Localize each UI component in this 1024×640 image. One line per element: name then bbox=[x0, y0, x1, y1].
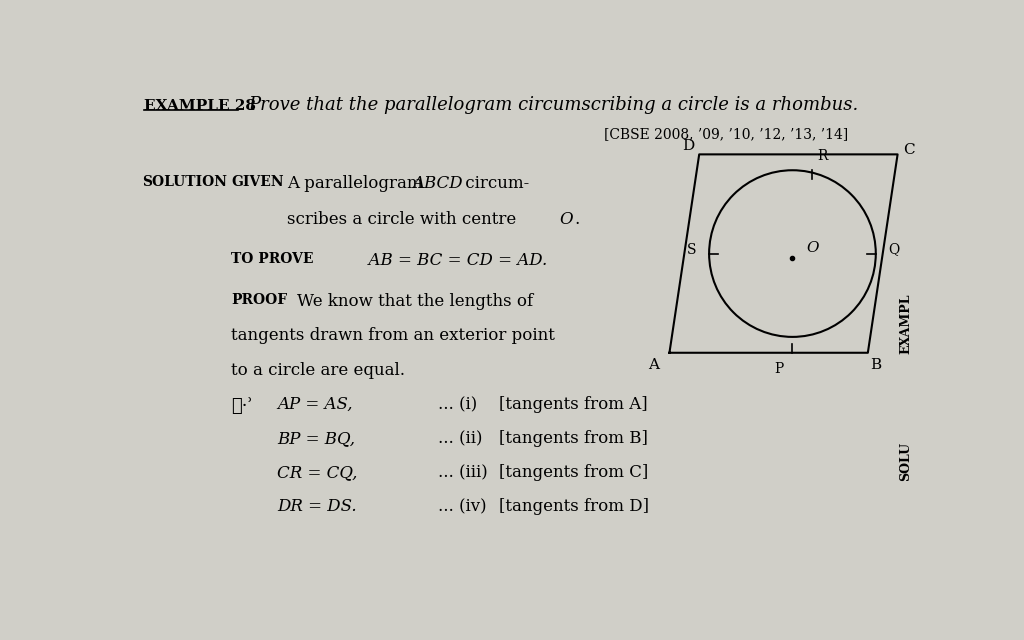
Text: AP = AS,: AP = AS, bbox=[278, 396, 352, 413]
Text: SOLU: SOLU bbox=[899, 442, 912, 481]
Text: PROOF: PROOF bbox=[231, 292, 288, 307]
Text: .: . bbox=[574, 211, 580, 228]
Text: We know that the lengths of: We know that the lengths of bbox=[297, 292, 534, 310]
Text: ... (i): ... (i) bbox=[437, 396, 477, 413]
Text: ... (iii): ... (iii) bbox=[437, 464, 487, 481]
Text: ∴·ʾ: ∴·ʾ bbox=[231, 397, 253, 415]
Text: AB = BC = CD = AD.: AB = BC = CD = AD. bbox=[358, 252, 548, 269]
Text: [tangents from C]: [tangents from C] bbox=[500, 464, 648, 481]
Text: P: P bbox=[774, 362, 783, 376]
Text: EXAMPLE 28: EXAMPLE 28 bbox=[143, 99, 256, 113]
Text: SOLUTION: SOLUTION bbox=[142, 175, 227, 189]
Text: [CBSE 2008, ’09, ’10, ’12, ’13, ’14]: [CBSE 2008, ’09, ’10, ’12, ’13, ’14] bbox=[604, 127, 849, 141]
Text: ABCD: ABCD bbox=[412, 175, 463, 193]
Text: S: S bbox=[686, 243, 696, 257]
Text: B: B bbox=[870, 358, 882, 372]
Text: tangents drawn from an exterior point: tangents drawn from an exterior point bbox=[231, 327, 555, 344]
Text: R: R bbox=[817, 149, 827, 163]
Text: DR = DS.: DR = DS. bbox=[278, 498, 356, 515]
Text: to a circle are equal.: to a circle are equal. bbox=[231, 362, 406, 379]
Text: scribes a circle with centre: scribes a circle with centre bbox=[287, 211, 521, 228]
Text: D: D bbox=[682, 140, 694, 154]
Text: BP = BQ,: BP = BQ, bbox=[278, 430, 355, 447]
Text: O: O bbox=[806, 241, 818, 255]
Text: A: A bbox=[648, 358, 659, 372]
Text: C: C bbox=[903, 143, 914, 157]
Text: CR = CQ,: CR = CQ, bbox=[278, 464, 357, 481]
Text: [tangents from D]: [tangents from D] bbox=[500, 498, 649, 515]
Text: ... (ii): ... (ii) bbox=[437, 430, 482, 447]
Text: A parallelogram: A parallelogram bbox=[287, 175, 428, 193]
Text: Prove that the parallelogram circumscribing a circle is a rhombus.: Prove that the parallelogram circumscrib… bbox=[249, 95, 859, 113]
Text: [tangents from B]: [tangents from B] bbox=[500, 430, 648, 447]
Text: GIVEN: GIVEN bbox=[231, 175, 284, 189]
Text: circum-: circum- bbox=[460, 175, 529, 193]
Text: EXAMPL: EXAMPL bbox=[899, 294, 912, 354]
Text: Q: Q bbox=[888, 243, 899, 257]
Text: ... (iv): ... (iv) bbox=[437, 498, 486, 515]
Text: O: O bbox=[559, 211, 572, 228]
Text: TO PROVE: TO PROVE bbox=[231, 252, 313, 266]
Text: [tangents from A]: [tangents from A] bbox=[500, 396, 648, 413]
